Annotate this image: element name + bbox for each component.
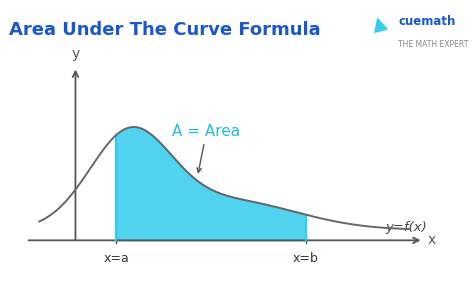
Text: y=f(x): y=f(x)	[385, 221, 427, 234]
Text: Area Under The Curve Formula: Area Under The Curve Formula	[9, 21, 321, 39]
Text: THE MATH EXPERT: THE MATH EXPERT	[398, 40, 468, 49]
Text: x=b: x=b	[293, 252, 319, 265]
Text: x=a: x=a	[103, 252, 129, 265]
Text: y: y	[71, 47, 80, 61]
Text: cuemath: cuemath	[398, 15, 456, 28]
Text: x: x	[428, 233, 436, 247]
Text: A = Area: A = Area	[173, 124, 241, 172]
Text: ▲: ▲	[370, 12, 389, 35]
